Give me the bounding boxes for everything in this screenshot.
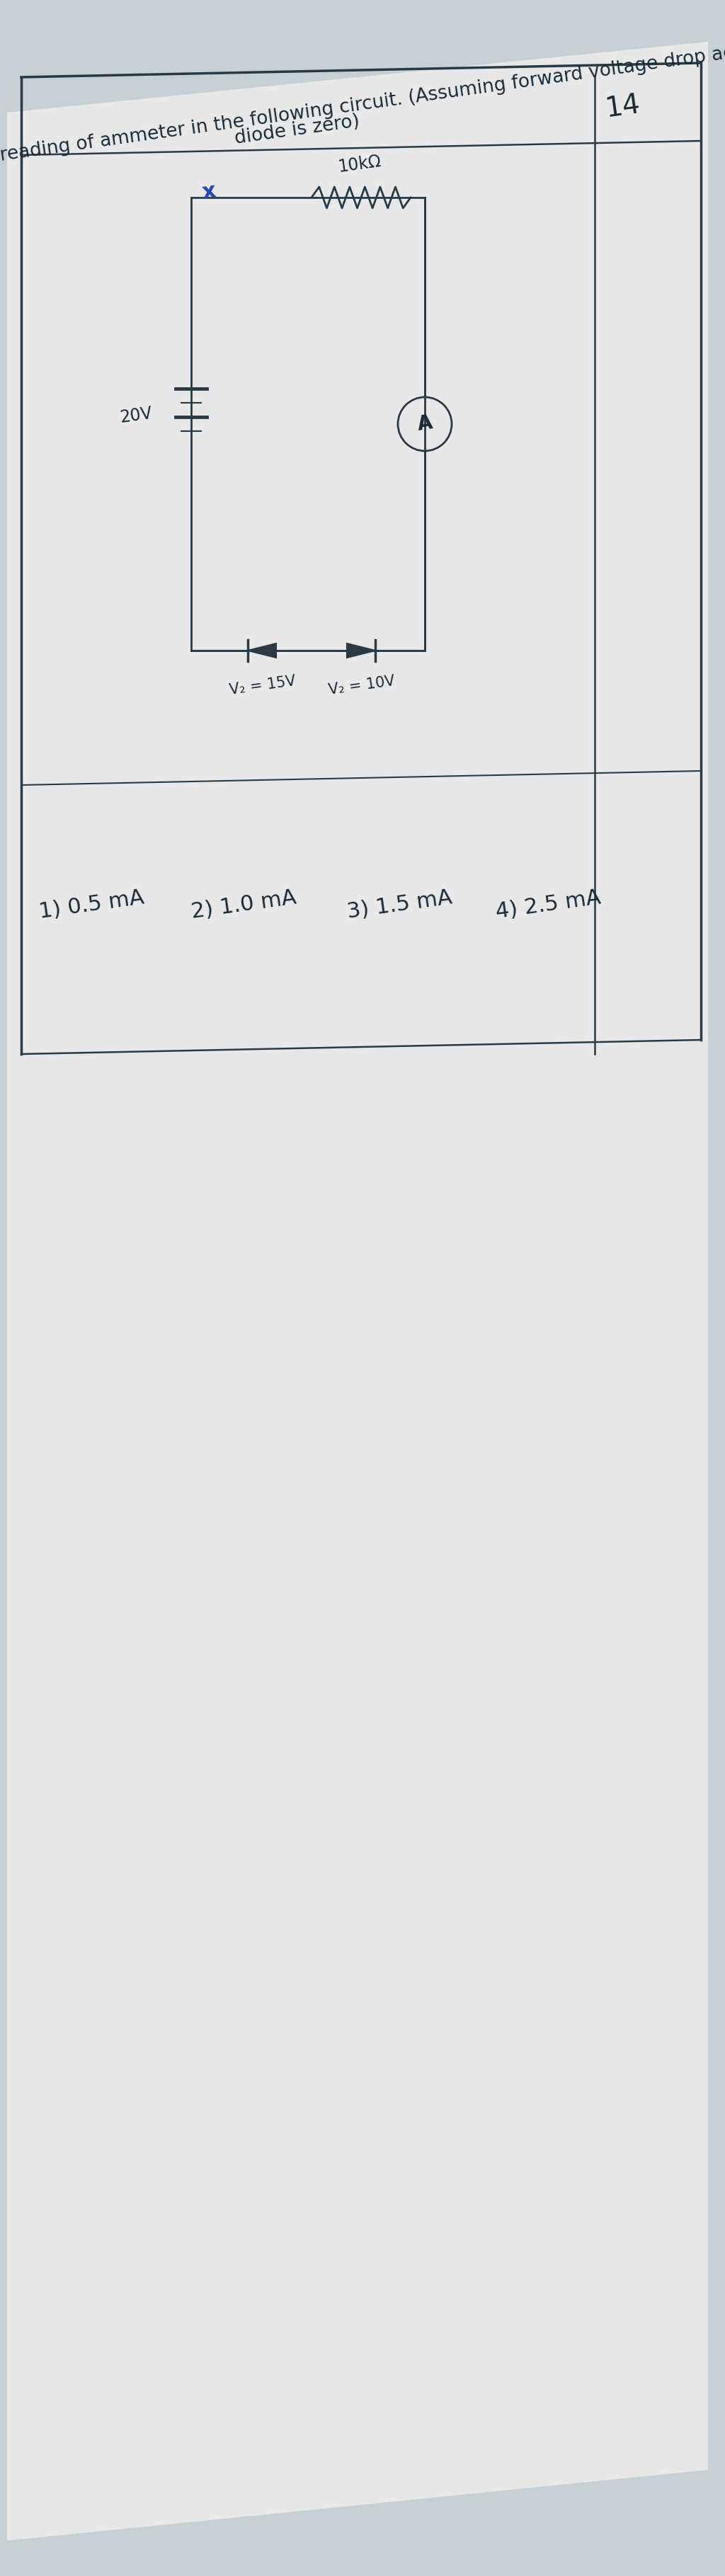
Text: V₂ = 10V: V₂ = 10V — [328, 675, 396, 698]
Polygon shape — [248, 644, 276, 657]
Text: V₂ = 15V: V₂ = 15V — [229, 675, 297, 698]
Polygon shape — [7, 41, 708, 2540]
Text: 2) 1.0 mA: 2) 1.0 mA — [190, 889, 297, 922]
Polygon shape — [347, 644, 376, 657]
Text: x: x — [201, 180, 218, 204]
Text: 3) 1.5 mA: 3) 1.5 mA — [346, 889, 453, 922]
Text: The reading of ammeter in the following circuit. (Assuming forward voltage drop : The reading of ammeter in the following … — [0, 41, 725, 170]
Text: A: A — [416, 412, 434, 435]
Text: diode is zero): diode is zero) — [233, 113, 361, 149]
Text: 14: 14 — [603, 90, 642, 121]
Text: 4) 2.5 mA: 4) 2.5 mA — [494, 889, 602, 922]
Text: 20V: 20V — [119, 404, 154, 428]
Text: 10kΩ: 10kΩ — [337, 152, 383, 175]
Text: 1) 0.5 mA: 1) 0.5 mA — [38, 889, 145, 922]
